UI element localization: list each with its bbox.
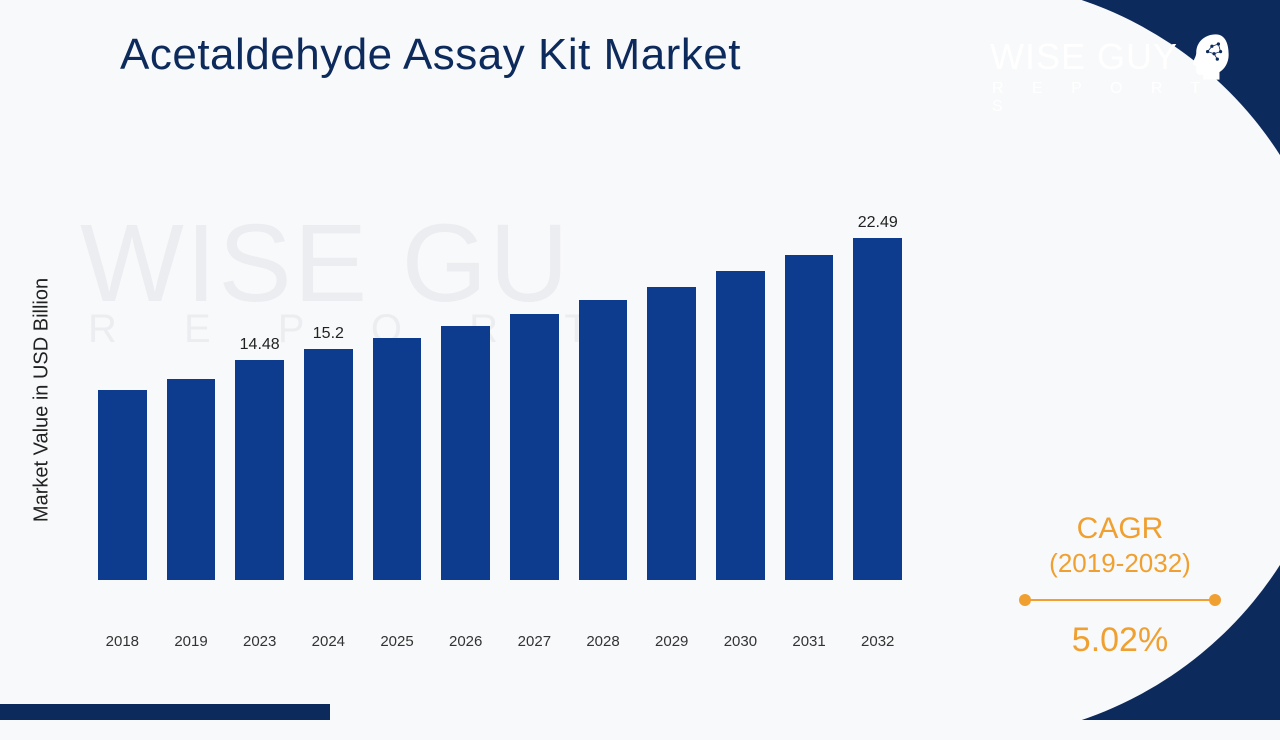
- bar: [98, 390, 147, 580]
- x-tick-label: 2029: [647, 633, 696, 650]
- brain-head-icon: [1186, 30, 1240, 84]
- x-tick-label: 2030: [716, 633, 765, 650]
- x-tick-label: 2023: [235, 633, 284, 650]
- bar-column: [510, 290, 559, 580]
- logo-sub-text: R E P O R T S: [992, 80, 1250, 116]
- plot-region: 14.48 15.2 22.49: [90, 180, 910, 580]
- bar-column: 15.2: [304, 325, 353, 580]
- bar-column: [785, 231, 834, 580]
- chart-area: Market Value in USD Billion 14.4815.222.…: [60, 180, 910, 620]
- bar: [853, 238, 902, 580]
- bar-column: [373, 314, 422, 580]
- x-tick-label: 2028: [579, 633, 628, 650]
- bar: [373, 338, 422, 580]
- cagr-value: 5.02%: [990, 621, 1250, 660]
- bar-value-label: 22.49: [858, 214, 898, 234]
- bar-column: [98, 366, 147, 580]
- bar: [510, 314, 559, 580]
- bar-column: [579, 276, 628, 580]
- y-axis-label: Market Value in USD Billion: [31, 278, 54, 522]
- brand-logo: WISE GUY R E P O R T S: [990, 30, 1250, 116]
- bar: [647, 287, 696, 580]
- bar-column: 14.48: [235, 336, 284, 580]
- bar-column: [716, 247, 765, 580]
- x-axis-labels: 2018 2019 2023 2024 2025 2026 2027 2028 2029 2030…: [90, 633, 910, 650]
- bar: [579, 300, 628, 580]
- bar-column: [441, 302, 490, 580]
- bottom-accent-bar: [0, 704, 330, 720]
- bar: [235, 360, 284, 580]
- bar-value-label: 14.48: [240, 336, 280, 356]
- bar-column: 22.49: [853, 214, 902, 580]
- bar-column: [647, 263, 696, 580]
- chart-title: Acetaldehyde Assay Kit Market: [120, 30, 741, 80]
- logo-main-text: WISE GUY: [990, 36, 1178, 78]
- x-tick-label: 2019: [167, 633, 216, 650]
- x-tick-label: 2024: [304, 633, 353, 650]
- x-tick-label: 2031: [785, 633, 834, 650]
- bar: [441, 326, 490, 580]
- cagr-period: (2019-2032): [990, 548, 1250, 579]
- bar-value-label: 15.2: [313, 325, 344, 345]
- bar: [304, 349, 353, 580]
- x-tick-label: 2026: [441, 633, 490, 650]
- main-area: WISE GU R E P O R T S Acetaldehyde Assay…: [0, 0, 960, 720]
- bar-column: [167, 355, 216, 580]
- bars-container: 14.48 15.2 22.49: [90, 180, 910, 580]
- cagr-block: CAGR (2019-2032) 5.02%: [990, 512, 1250, 660]
- bar: [785, 255, 834, 580]
- cagr-label: CAGR: [990, 512, 1250, 546]
- x-tick-label: 2027: [510, 633, 559, 650]
- x-tick-label: 2032: [853, 633, 902, 650]
- x-tick-label: 2025: [373, 633, 422, 650]
- bar: [167, 379, 216, 580]
- x-tick-label: 2018: [98, 633, 147, 650]
- bar: [716, 271, 765, 580]
- cagr-divider: [1025, 599, 1215, 601]
